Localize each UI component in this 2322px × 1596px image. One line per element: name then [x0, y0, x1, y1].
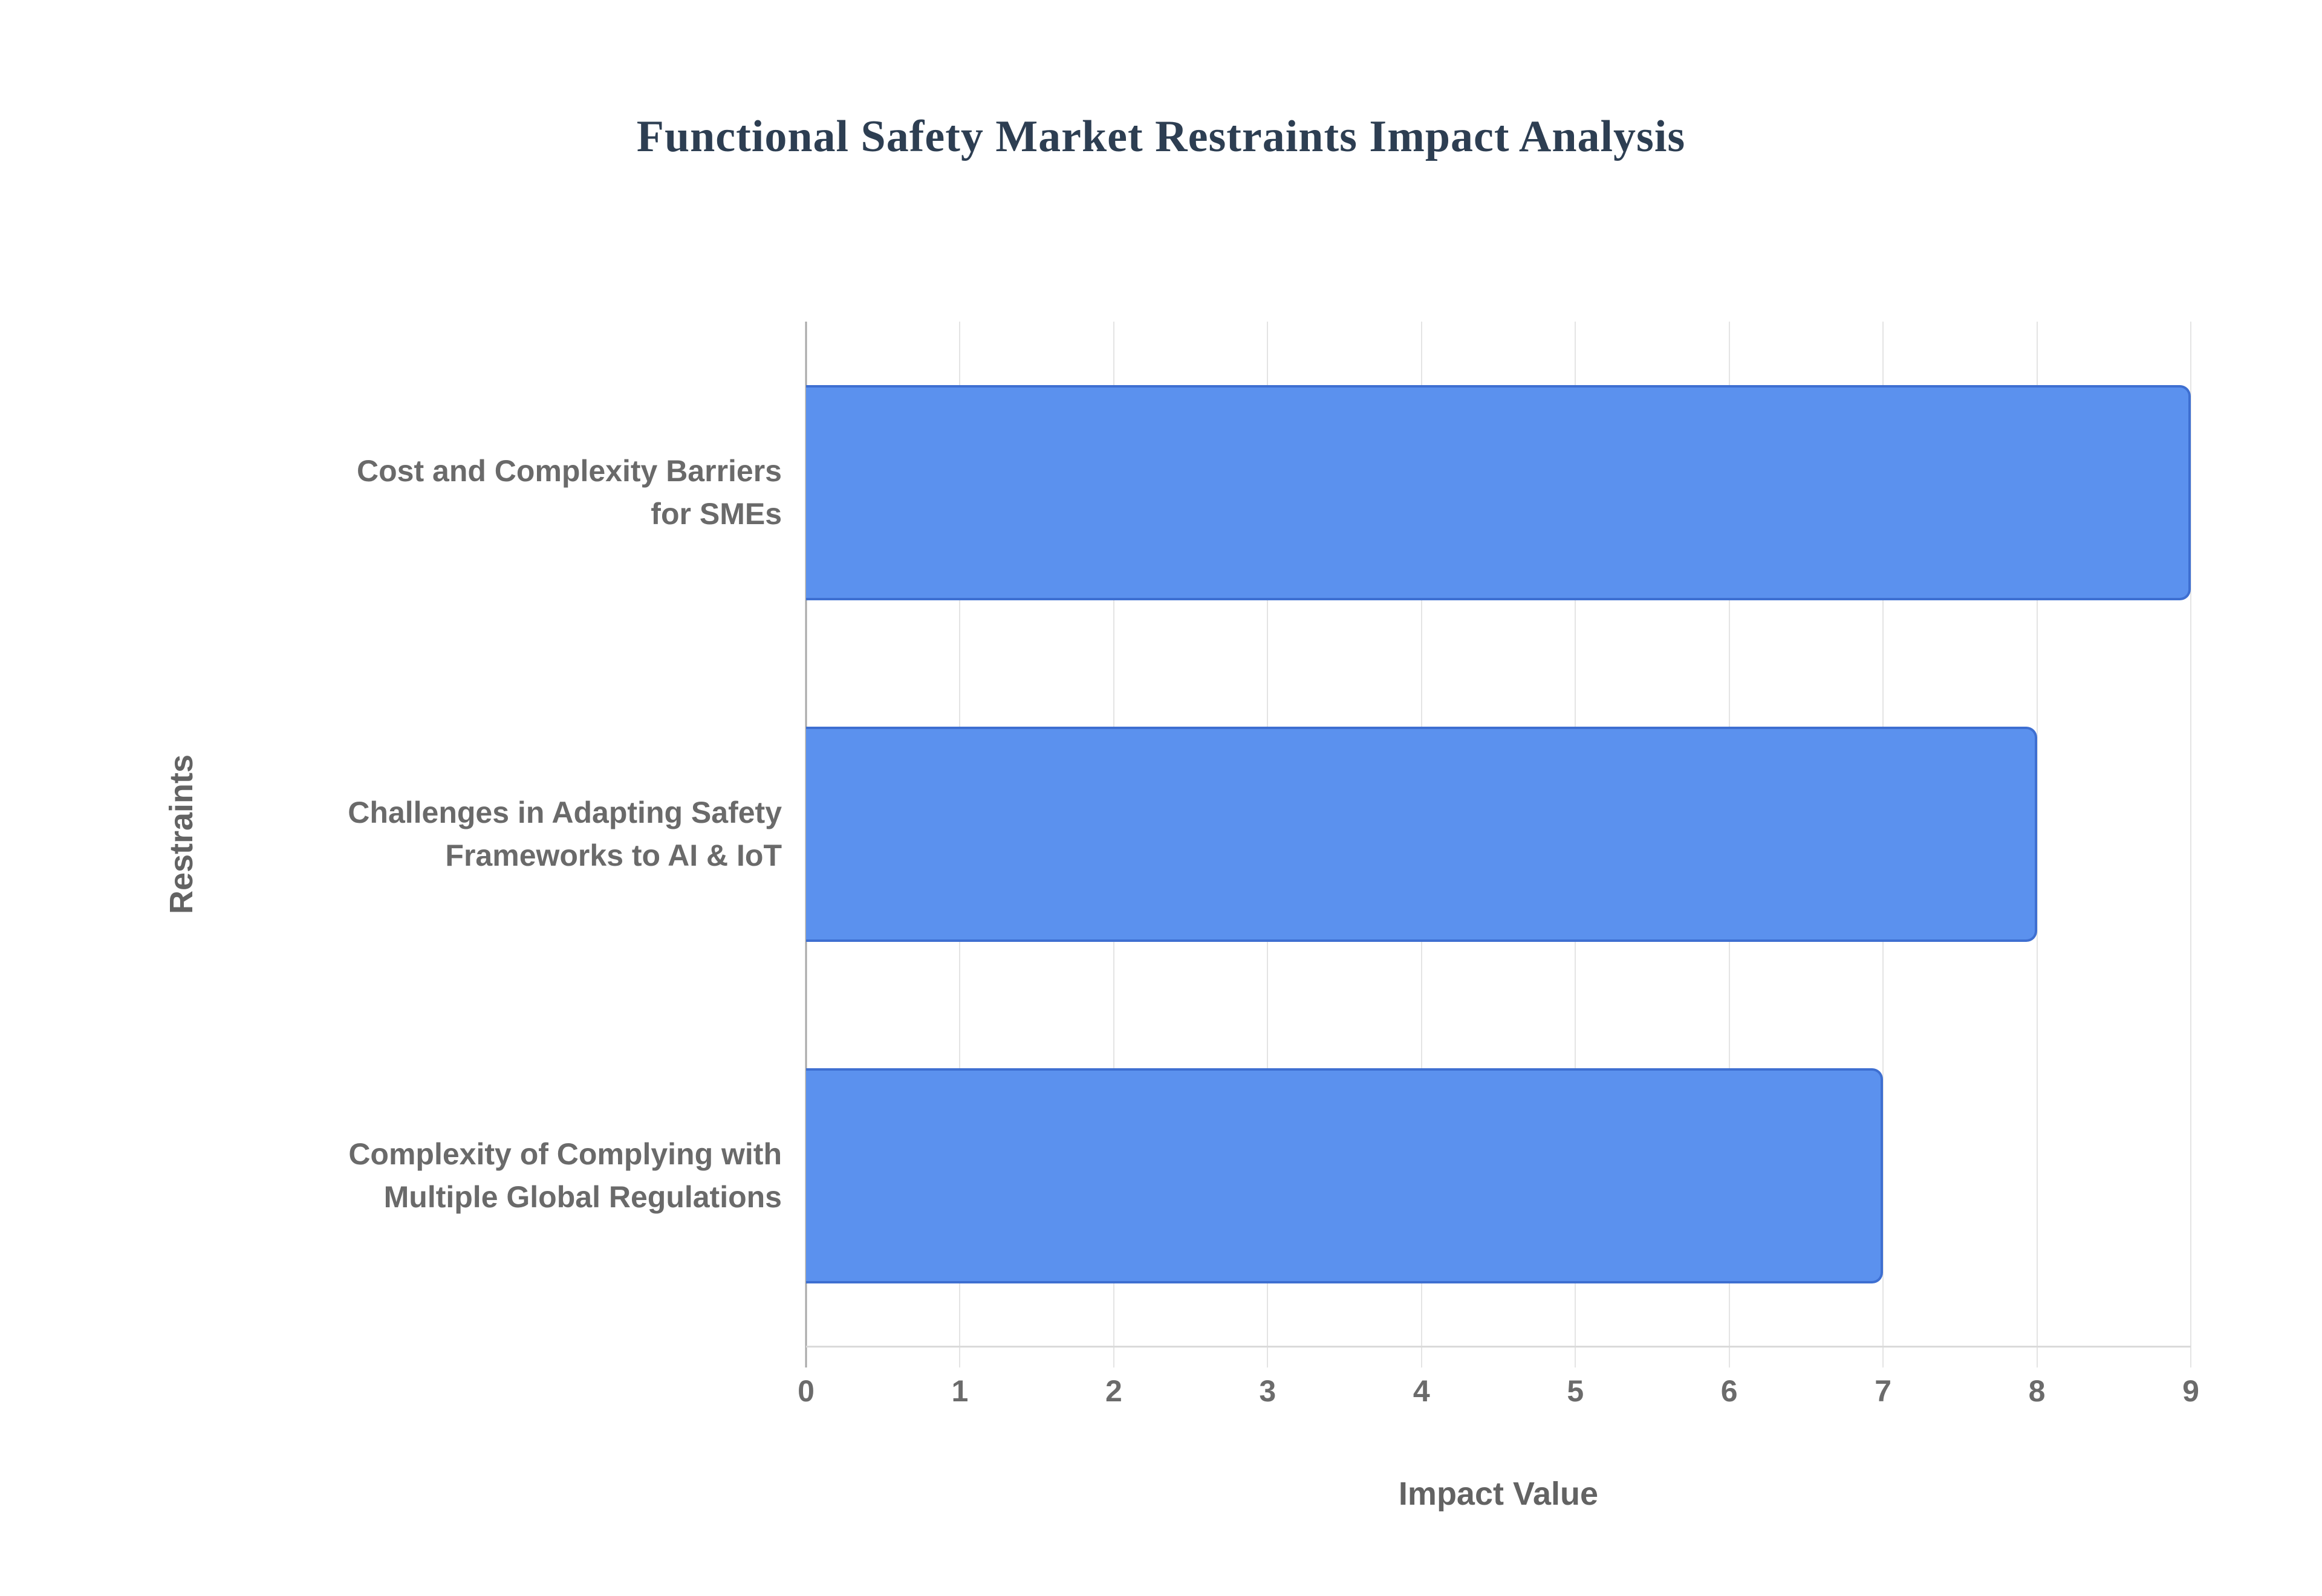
x-tick-label: 3: [1259, 1374, 1276, 1408]
x-tick-label: 7: [1875, 1374, 1892, 1408]
x-axis-line: [806, 1346, 2191, 1348]
category-label: Complexity of Complying with Multiple Gl…: [348, 1137, 782, 1215]
bar: [806, 726, 2037, 942]
x-tick-label: 2: [1105, 1374, 1122, 1408]
bar: [806, 384, 2191, 600]
x-tick-label: 6: [1720, 1374, 1738, 1408]
x-tick-label: 9: [2182, 1374, 2199, 1408]
x-tick-label: 0: [798, 1374, 815, 1408]
bar: [806, 1068, 1884, 1284]
x-tick-label: 5: [1567, 1374, 1584, 1408]
bar-row: [806, 1005, 2191, 1347]
category-label: Cost and Complexity Barriers for SMEs: [357, 453, 782, 531]
category-label: Challenges in Adapting Safety Frameworks…: [348, 795, 782, 872]
plot-area: [805, 322, 2191, 1367]
x-axis-tick-labels: 0 1 2 3 4 5 6 7 8 9: [798, 1374, 2199, 1416]
chart-title: Functional Safety Market Restraints Impa…: [636, 112, 1686, 161]
bar-row: [806, 663, 2191, 1005]
gridline: [2190, 322, 2191, 1367]
category-axis-labels: Cost and Complexity Barriers for SMEs Cha…: [0, 322, 782, 1347]
x-tick-label: 1: [951, 1374, 969, 1408]
x-axis-title: Impact Value: [1398, 1476, 1599, 1512]
x-tick-label: 8: [2028, 1374, 2046, 1408]
bar-row: [806, 322, 2191, 663]
gridline: [2036, 322, 2038, 1367]
x-tick-label: 4: [1413, 1374, 1430, 1408]
